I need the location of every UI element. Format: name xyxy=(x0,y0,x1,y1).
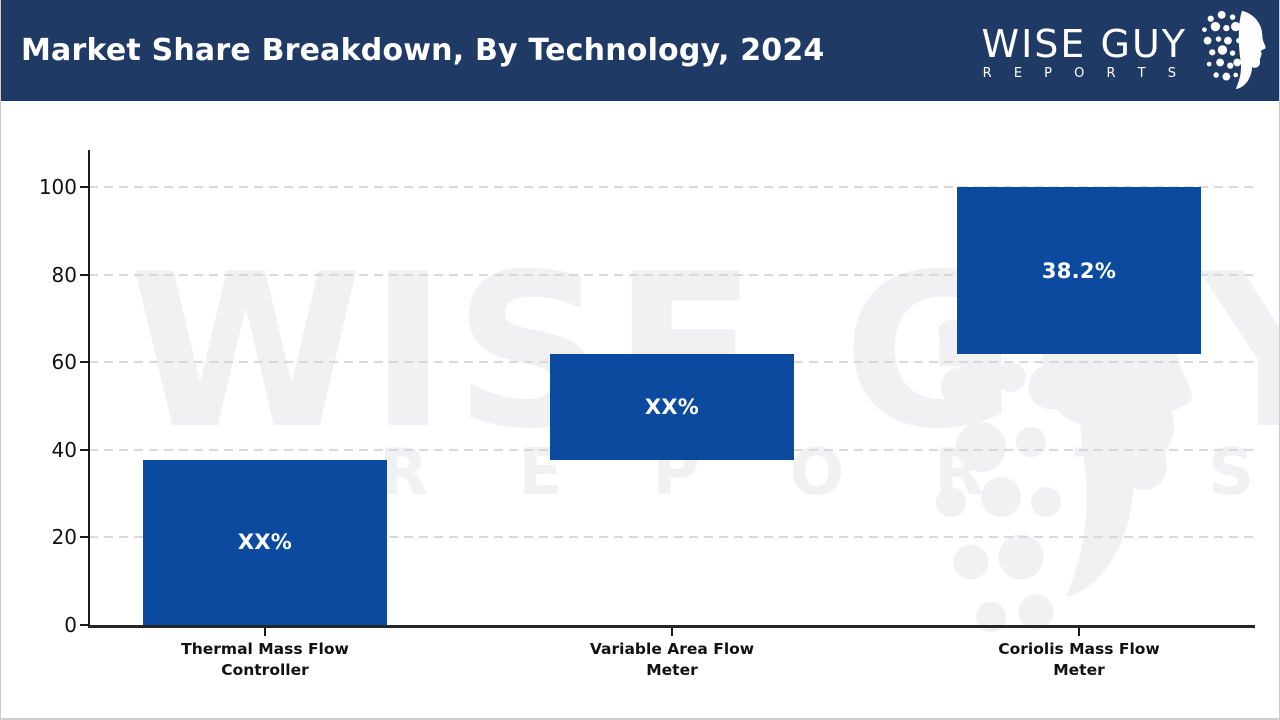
x-tick-mark xyxy=(671,627,673,636)
bar-value-label: XX% xyxy=(237,530,293,555)
logo-wordmark-line2: R E P O R T S xyxy=(982,65,1185,81)
bar-variable-area-flow-meter: XX% xyxy=(550,354,794,460)
y-tick-label-0: 0 xyxy=(64,613,77,637)
x-category-label: Variable Area Flow Meter xyxy=(589,640,755,679)
logo-wordmark: WISE GUY R E P O R T S xyxy=(982,24,1187,81)
x-tick-mark xyxy=(264,627,266,636)
x-category-label: Coriolis Mass Flow Meter xyxy=(998,640,1160,679)
gridline-100 xyxy=(89,186,1257,188)
y-tick-mark xyxy=(80,361,89,364)
logo-face-dots-icon xyxy=(1181,8,1267,96)
gridline-20 xyxy=(89,536,1257,539)
bar-coriolis-mass-flow-meter: 38.2% xyxy=(957,187,1201,355)
bar-value-label: 38.2% xyxy=(1041,258,1117,283)
y-tick-label-20: 20 xyxy=(51,525,77,550)
x-tick-mark xyxy=(1078,627,1080,636)
y-tick-label-60: 60 xyxy=(51,350,77,375)
bar-value-label: XX% xyxy=(644,395,700,420)
y-tick-mark xyxy=(80,536,89,539)
y-tick-mark xyxy=(80,624,89,626)
logo: WISE GUY R E P O R T S xyxy=(982,8,1267,96)
chart-area: 0 20 40 60 80 100 XX% XX% 38.2% Thermal … xyxy=(1,101,1279,718)
gridline-80 xyxy=(89,273,1257,276)
y-tick-mark xyxy=(80,186,89,188)
x-category-label: Thermal Mass Flow Controller xyxy=(181,640,349,679)
y-tick-mark xyxy=(80,273,89,276)
bar-thermal-mass-flow-controller: XX% xyxy=(143,459,387,625)
y-axis-line xyxy=(88,150,90,627)
y-tick-mark xyxy=(80,448,89,451)
y-tick-label-40: 40 xyxy=(51,437,77,462)
x-axis-line xyxy=(88,625,1255,628)
page-title: Market Share Breakdown, By Technology, 2… xyxy=(21,33,825,68)
header: Market Share Breakdown, By Technology, 2… xyxy=(1,0,1279,101)
y-tick-label-100: 100 xyxy=(38,175,77,199)
y-tick-label-80: 80 xyxy=(51,262,77,287)
logo-wordmark-line1: WISE GUY xyxy=(981,21,1187,66)
